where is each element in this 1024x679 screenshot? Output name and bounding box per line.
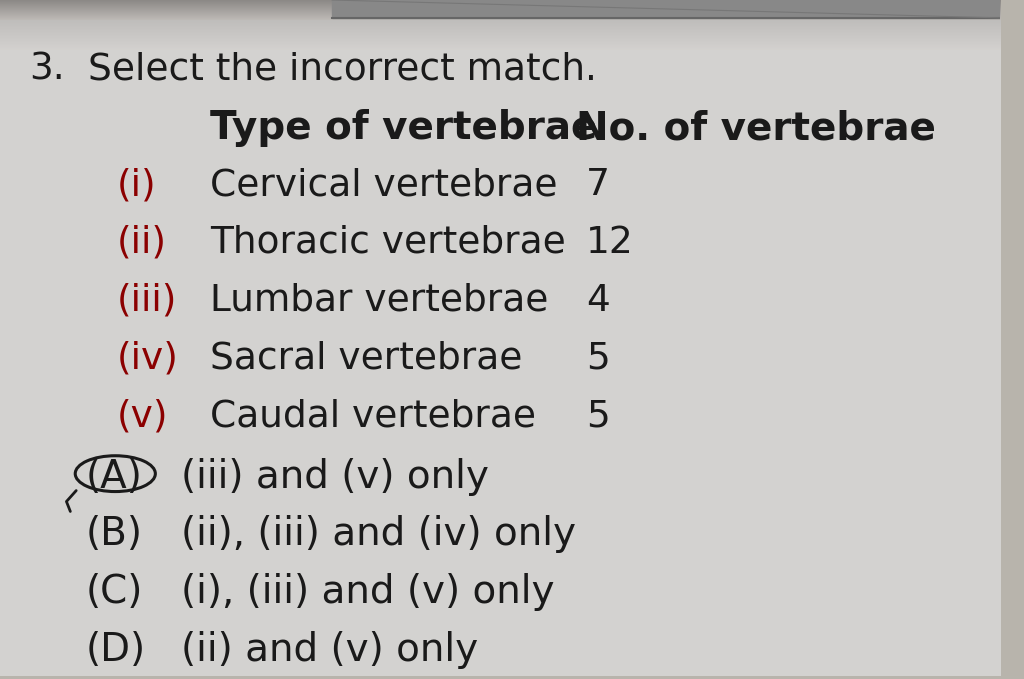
Text: (ii) and (v) only: (ii) and (v) only <box>181 631 478 669</box>
Text: Select the incorrect match.: Select the incorrect match. <box>88 52 597 88</box>
Text: (C): (C) <box>86 573 143 611</box>
Text: (A): (A) <box>86 458 143 496</box>
Text: (i): (i) <box>117 167 157 203</box>
Text: (ii): (ii) <box>117 225 167 261</box>
Text: 5: 5 <box>586 340 610 376</box>
Text: (B): (B) <box>86 515 143 553</box>
Text: (iv): (iv) <box>117 340 179 376</box>
Text: Type of vertebrae: Type of vertebrae <box>210 109 597 147</box>
Text: (v): (v) <box>117 398 169 434</box>
Text: 3.: 3. <box>30 52 65 88</box>
Text: Thoracic vertebrae: Thoracic vertebrae <box>210 225 566 261</box>
Text: Cervical vertebrae: Cervical vertebrae <box>210 167 557 203</box>
Text: (D): (D) <box>86 631 146 669</box>
Text: (ii), (iii) and (iv) only: (ii), (iii) and (iv) only <box>181 515 575 553</box>
Text: 12: 12 <box>586 225 634 261</box>
Text: 5: 5 <box>586 398 610 434</box>
Text: 4: 4 <box>586 282 610 318</box>
Bar <box>332 0 1000 18</box>
Text: Lumbar vertebrae: Lumbar vertebrae <box>210 282 549 318</box>
Text: Sacral vertebrae: Sacral vertebrae <box>210 340 522 376</box>
Text: No. of vertebrae: No. of vertebrae <box>577 109 936 147</box>
Text: (iii) and (v) only: (iii) and (v) only <box>181 458 488 496</box>
Text: Caudal vertebrae: Caudal vertebrae <box>210 398 536 434</box>
Text: (i), (iii) and (v) only: (i), (iii) and (v) only <box>181 573 554 611</box>
Text: (iii): (iii) <box>117 282 177 318</box>
Text: 7: 7 <box>586 167 610 203</box>
